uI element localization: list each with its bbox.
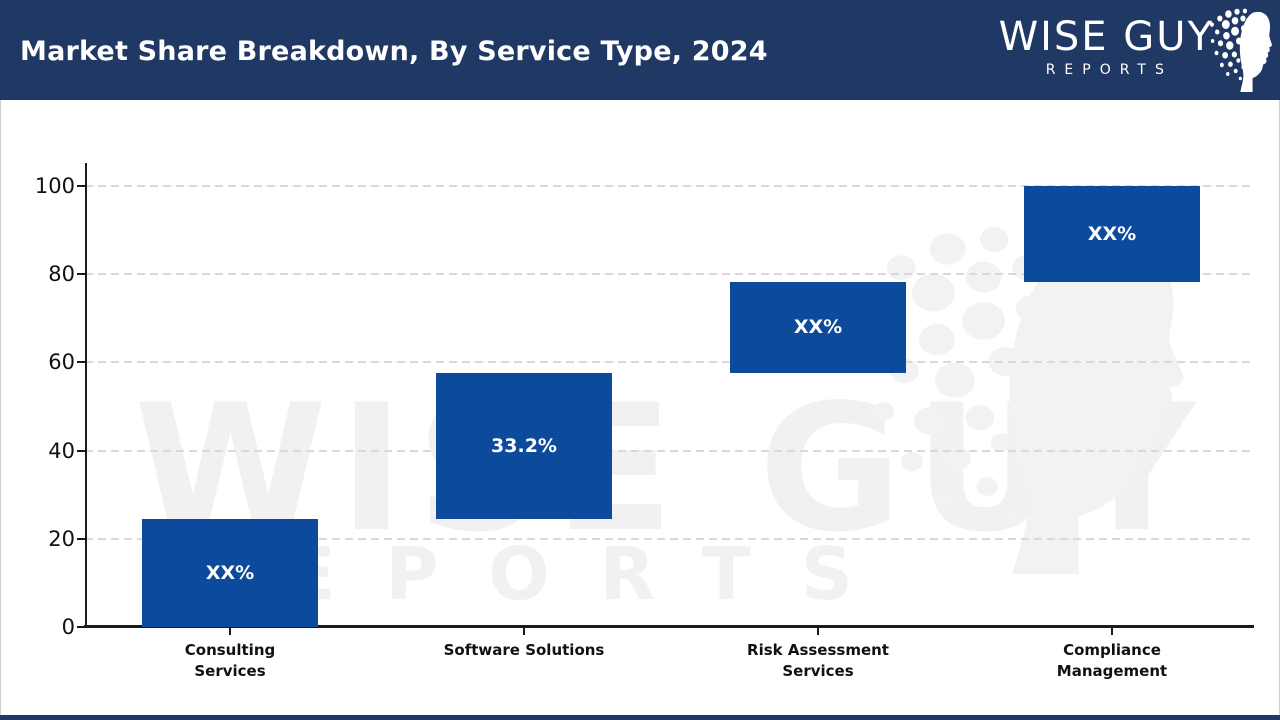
y-tick-label: 40 — [48, 438, 75, 463]
y-tick — [77, 626, 85, 628]
y-tick — [77, 361, 85, 364]
y-tick-label: 80 — [48, 262, 75, 287]
y-tick — [77, 185, 85, 187]
x-tick — [523, 627, 525, 635]
x-tick-label: Risk Assessment Services — [747, 641, 889, 680]
gridline — [85, 273, 1253, 276]
wise-guy-head-icon — [1209, 8, 1272, 92]
y-tick-label: 100 — [34, 174, 75, 198]
x-tick-label: Software Solutions — [443, 641, 605, 659]
y-tick — [77, 537, 85, 540]
x-tick — [229, 627, 231, 635]
footer-bar — [0, 715, 1280, 720]
gridline — [85, 361, 1253, 364]
bar — [436, 372, 612, 519]
y-tick-label: 0 — [61, 615, 75, 639]
bar — [142, 518, 318, 627]
bar — [730, 282, 906, 373]
y-tick-label: 60 — [48, 350, 75, 375]
bar-value-label: 33.2% — [491, 434, 557, 457]
gridline — [85, 185, 1253, 187]
y-tick — [77, 449, 85, 452]
bar-value-label: XX% — [205, 561, 255, 584]
bar-value-label: XX% — [1087, 223, 1137, 246]
page-title: Market Share Breakdown, By Service Type,… — [20, 36, 768, 67]
wise-guy-logo: WISE GUY REPORTS — [999, 14, 1214, 78]
bar — [1024, 186, 1200, 283]
logo-subtitle: REPORTS — [1045, 62, 1173, 78]
gridline — [85, 449, 1253, 452]
y-tick — [77, 273, 85, 276]
x-tick-label: Consulting Services — [184, 641, 276, 680]
header-bar: Market Share Breakdown, By Service Type,… — [0, 0, 1280, 100]
logo-wordmark: WISE GUY — [998, 14, 1214, 60]
x-axis — [84, 625, 1254, 628]
watermark-head-icon — [847, 226, 1184, 574]
y-tick-label: 20 — [48, 526, 75, 551]
bar-value-label: XX% — [793, 316, 843, 339]
gridline — [85, 537, 1253, 540]
x-tick — [1111, 627, 1113, 635]
x-tick-label: Compliance Management — [1056, 641, 1168, 680]
y-axis — [85, 163, 87, 627]
x-tick — [817, 627, 819, 635]
